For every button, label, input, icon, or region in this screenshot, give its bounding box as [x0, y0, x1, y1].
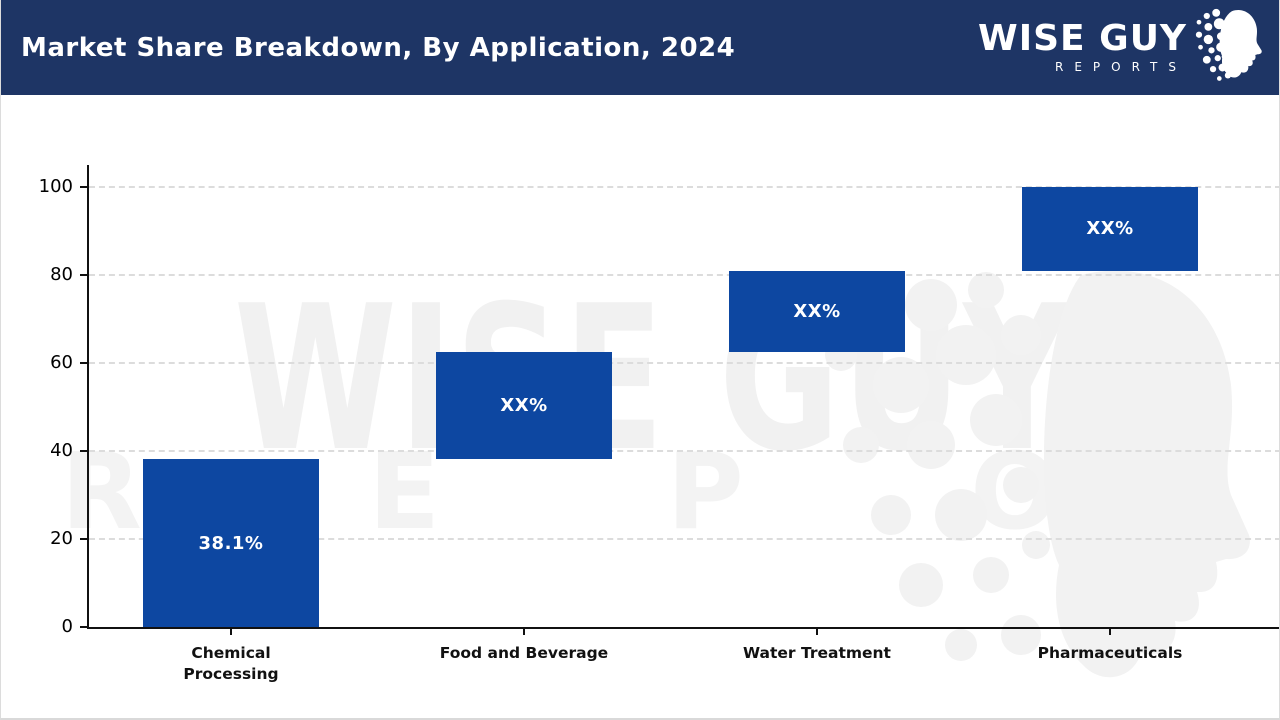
- y-tick-label: 80: [50, 264, 73, 285]
- y-tick: [80, 538, 87, 540]
- bar: 38.1%: [143, 459, 319, 627]
- x-tick-label: Water Treatment: [743, 644, 891, 662]
- logo-wordmark: WISE GUY REPORTS: [977, 18, 1187, 75]
- y-axis-spine: [87, 165, 89, 629]
- y-tick: [80, 450, 87, 452]
- x-tick-label: Chemical Processing: [183, 644, 279, 683]
- x-tick: [230, 629, 232, 635]
- bar: XX%: [436, 352, 612, 460]
- gridline: [89, 450, 1279, 452]
- y-tick: [80, 274, 87, 276]
- x-tick: [1109, 629, 1111, 635]
- logo-line2: REPORTS: [1054, 60, 1187, 74]
- brand-logo: WISE GUY REPORTS: [977, 5, 1279, 91]
- bar: XX%: [1022, 187, 1198, 271]
- page-title: Market Share Breakdown, By Application, …: [21, 32, 736, 63]
- gridline: [89, 538, 1279, 540]
- y-tick-label: 0: [61, 616, 73, 637]
- x-axis-spine: [87, 627, 1279, 629]
- y-tick: [80, 626, 87, 628]
- x-tick-label: Food and Beverage: [439, 644, 609, 662]
- y-tick-label: 20: [50, 528, 73, 549]
- bar-value-label: XX%: [500, 395, 548, 417]
- y-tick-label: 100: [38, 176, 73, 197]
- header: Market Share Breakdown, By Application, …: [1, 0, 1279, 95]
- gridline: [89, 362, 1279, 364]
- y-tick-label: 40: [50, 440, 73, 461]
- bar-value-label: 38.1%: [198, 532, 264, 554]
- y-tick: [80, 186, 87, 188]
- bar: XX%: [729, 270, 905, 353]
- logo-line1: WISE GUY: [977, 18, 1187, 59]
- x-tick-label: Pharmaceuticals: [1037, 644, 1183, 662]
- bar-value-label: XX%: [1086, 218, 1134, 240]
- x-tick: [816, 629, 818, 635]
- gridline: [89, 274, 1279, 276]
- gridline: [89, 186, 1279, 188]
- watermark-dots-face: [825, 270, 1250, 678]
- chart-area: WISE GUY R E P O R T S 020406080100Chemi…: [1, 95, 1279, 718]
- x-tick: [523, 629, 525, 635]
- y-tick-label: 60: [50, 352, 73, 373]
- y-tick: [80, 362, 87, 364]
- logo-face-icon: [1195, 8, 1262, 81]
- bar-value-label: XX%: [793, 301, 841, 322]
